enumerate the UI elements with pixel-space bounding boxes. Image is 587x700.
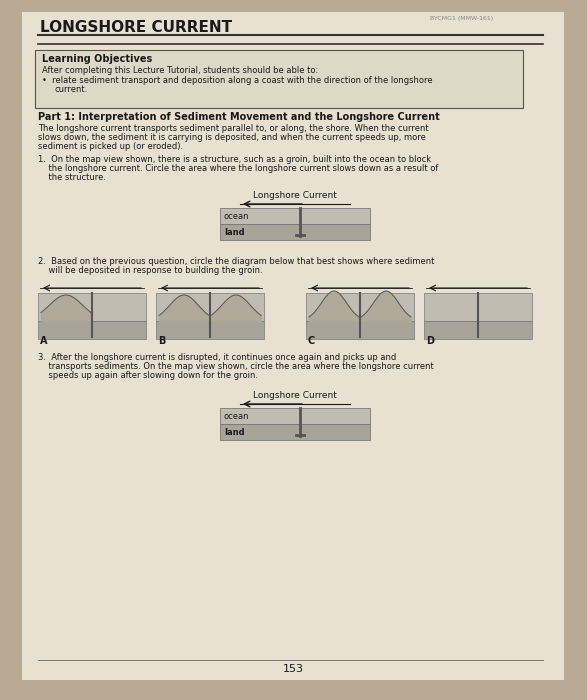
Text: land: land	[224, 228, 245, 237]
Text: ocean: ocean	[224, 412, 249, 421]
Bar	[35, 50, 523, 108]
Bar	[220, 224, 370, 240]
Bar	[424, 293, 532, 321]
Text: BYCMG1 (MMW-161): BYCMG1 (MMW-161)	[430, 16, 493, 21]
Bar	[306, 321, 414, 339]
Bar	[220, 424, 370, 440]
Text: LONGSHORE CURRENT: LONGSHORE CURRENT	[40, 20, 232, 35]
Text: After completing this Lecture Tutorial, students should be able to:: After completing this Lecture Tutorial, …	[42, 66, 318, 75]
Text: 3.  After the longshore current is disrupted, it continues once again and picks : 3. After the longshore current is disrup…	[38, 353, 396, 362]
Text: D: D	[426, 336, 434, 346]
Text: C: C	[308, 336, 315, 346]
Bar	[156, 293, 264, 321]
Text: 2.  Based on the previous question, circle the diagram below that best shows whe: 2. Based on the previous question, circl…	[38, 257, 434, 266]
Bar	[38, 293, 146, 321]
Bar	[424, 321, 532, 339]
Bar	[306, 293, 414, 321]
Bar	[220, 408, 370, 424]
Text: the structure.: the structure.	[38, 173, 106, 182]
Text: Longshore Current: Longshore Current	[253, 191, 337, 200]
Text: slows down, the sediment it is carrying is deposited, and when the current speed: slows down, the sediment it is carrying …	[38, 133, 426, 142]
Text: ocean: ocean	[224, 212, 249, 221]
Text: 153: 153	[282, 664, 303, 674]
Text: Part 1: Interpretation of Sediment Movement and the Longshore Current: Part 1: Interpretation of Sediment Movem…	[38, 112, 440, 122]
Text: Learning Objectives: Learning Objectives	[42, 54, 152, 64]
Text: speeds up again after slowing down for the groin.: speeds up again after slowing down for t…	[38, 371, 258, 380]
Text: A: A	[40, 336, 48, 346]
Bar	[156, 321, 264, 339]
Text: the longshore current. Circle the area where the longshore current slows down as: the longshore current. Circle the area w…	[38, 164, 438, 173]
Bar	[220, 208, 370, 224]
Text: land: land	[224, 428, 245, 437]
Text: transports sediments. On the map view shown, circle the area where the longshore: transports sediments. On the map view sh…	[38, 362, 434, 371]
Text: Longshore Current: Longshore Current	[253, 391, 337, 400]
Text: 1.  On the map view shown, there is a structure, such as a groin, built into the: 1. On the map view shown, there is a str…	[38, 155, 431, 164]
Text: sediment is picked up (or eroded).: sediment is picked up (or eroded).	[38, 142, 183, 151]
Text: current.: current.	[55, 85, 88, 94]
Text: The longshore current transports sediment parallel to, or along, the shore. When: The longshore current transports sedimen…	[38, 124, 429, 133]
Text: will be deposited in response to building the groin.: will be deposited in response to buildin…	[38, 266, 262, 275]
Text: •  relate sediment transport and deposition along a coast with the direction of : • relate sediment transport and depositi…	[42, 76, 433, 85]
Text: B: B	[158, 336, 166, 346]
Bar	[38, 321, 146, 339]
